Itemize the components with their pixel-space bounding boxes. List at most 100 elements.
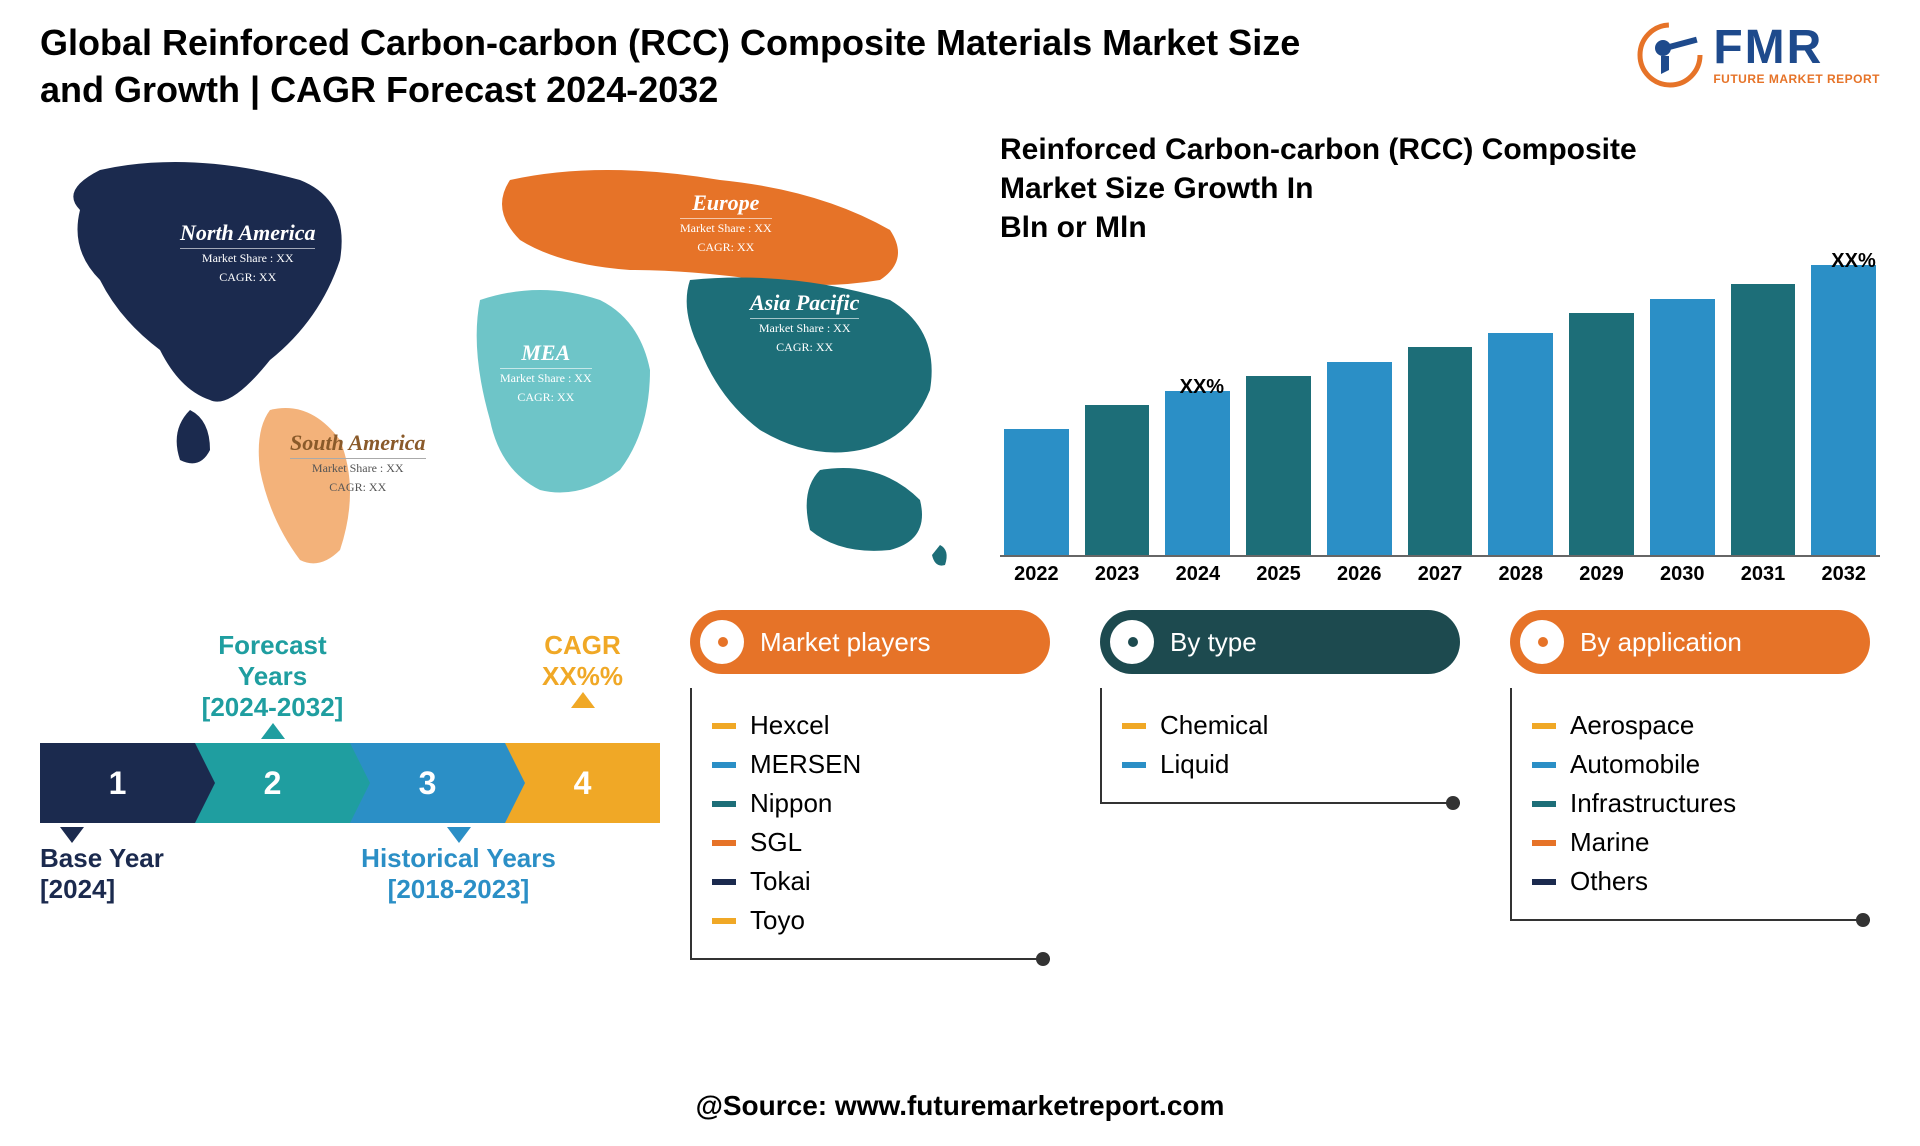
historical-years-label: Historical Years	[350, 843, 567, 874]
timeline-bottom-labels: Base Year [2024] Historical Years [2018-…	[40, 823, 660, 905]
by-application-column: By application AerospaceAutomobileInfras…	[1510, 610, 1870, 960]
tick-icon	[712, 762, 736, 768]
bar	[1327, 362, 1392, 555]
cagr-label: CAGR	[505, 630, 660, 661]
list-item: Toyo	[712, 905, 1040, 936]
bar-2029	[1569, 313, 1634, 555]
forecast-timeline: Forecast Years [2024-2032] CAGR XX%% 123…	[40, 630, 660, 905]
tick-icon	[712, 918, 736, 924]
page-title: Global Reinforced Carbon-carbon (RCC) Co…	[40, 20, 1300, 114]
timeline-segment-2: 2	[195, 743, 350, 823]
list-item: Others	[1532, 866, 1860, 897]
arrow-up-icon	[571, 692, 595, 708]
market-players-column: Market players Hexcel MERSEN Nippon SGL Toka…	[690, 610, 1050, 960]
list-item-label: Liquid	[1160, 749, 1229, 780]
world-map: North America Market Share : XX CAGR: XX…	[40, 150, 960, 570]
list-item: Nippon	[712, 788, 1040, 819]
list-item: Aerospace	[1532, 710, 1860, 741]
bar-year-label: 2024	[1165, 563, 1230, 586]
list-item-label: SGL	[750, 827, 802, 858]
list-item-label: MERSEN	[750, 749, 861, 780]
tick-icon	[712, 879, 736, 885]
tick-icon	[1532, 801, 1556, 807]
bar-year-label: 2030	[1650, 563, 1715, 586]
chart-annotation: XX%	[1831, 250, 1875, 273]
logo-sub-text: FUTURE MARKET REPORT	[1713, 72, 1880, 86]
tick-icon	[1532, 840, 1556, 846]
timeline-bar: 1234	[40, 743, 660, 823]
list-item: Chemical	[1122, 710, 1450, 741]
bar	[1408, 347, 1473, 555]
chevron-right-icon	[505, 743, 525, 823]
region-south-america: South America Market Share : XX CAGR: XX	[290, 430, 426, 495]
bar-2028	[1488, 333, 1553, 555]
bar-year-label: 2031	[1731, 563, 1796, 586]
timeline-segment-4: 4	[505, 743, 660, 823]
arrow-down-icon	[447, 827, 471, 843]
bar-2027	[1408, 347, 1473, 555]
bar	[1811, 265, 1876, 555]
chart-annotation: XX%	[1180, 376, 1224, 399]
chart-bars	[1000, 257, 1880, 557]
tick-icon	[1532, 723, 1556, 729]
arrow-down-icon	[60, 827, 84, 843]
bar-2022	[1004, 429, 1069, 555]
list-item: MERSEN	[712, 749, 1040, 780]
chart-title: Reinforced Carbon-carbon (RCC) Composite…	[1000, 130, 1880, 247]
bar-2026	[1327, 362, 1392, 555]
forecast-years-label: Forecast Years	[195, 630, 350, 692]
bar-year-label: 2029	[1569, 563, 1634, 586]
title-line-1: Global Reinforced Carbon-carbon (RCC) Co…	[40, 20, 1300, 67]
list-item-label: Chemical	[1160, 710, 1268, 741]
region-mea: MEA Market Share : XX CAGR: XX	[500, 340, 592, 405]
list-item-label: Nippon	[750, 788, 832, 819]
market-players-header: Market players	[690, 610, 1050, 674]
bar-year-label: 2026	[1327, 563, 1392, 586]
bar-year-label: 2032	[1811, 563, 1876, 586]
arrow-up-icon	[261, 723, 285, 739]
bar-2031	[1731, 284, 1796, 555]
list-item-label: Automobile	[1570, 749, 1700, 780]
by-type-list: Chemical Liquid	[1100, 688, 1460, 804]
list-item: Automobile	[1532, 749, 1860, 780]
list-item: Tokai	[712, 866, 1040, 897]
bar	[1085, 405, 1150, 555]
bar	[1569, 313, 1634, 555]
tick-icon	[1532, 879, 1556, 885]
chevron-right-icon	[195, 743, 215, 823]
list-item-label: Aerospace	[1570, 710, 1694, 741]
market-players-list: Hexcel MERSEN Nippon SGL Tokai Toyo	[690, 688, 1050, 960]
timeline-top-labels: Forecast Years [2024-2032] CAGR XX%%	[40, 630, 660, 743]
market-size-chart: Reinforced Carbon-carbon (RCC) Composite…	[1000, 130, 1880, 586]
list-item: Hexcel	[712, 710, 1040, 741]
logo-main-text: FMR	[1713, 24, 1880, 72]
list-item-label: Tokai	[750, 866, 811, 897]
bar-2023	[1085, 405, 1150, 555]
by-application-header: By application	[1510, 610, 1870, 674]
title-line-2: and Growth | CAGR Forecast 2024-2032	[40, 67, 1300, 114]
bar	[1650, 299, 1715, 555]
list-item-label: Hexcel	[750, 710, 829, 741]
by-type-column: By type Chemical Liquid	[1100, 610, 1460, 960]
bar-year-label: 2022	[1004, 563, 1069, 586]
tick-icon	[1122, 762, 1146, 768]
chart-x-labels: 2022202320242025202620272028202920302031…	[1000, 557, 1880, 586]
region-asia-pacific: Asia Pacific Market Share : XX CAGR: XX	[750, 290, 859, 355]
header: Global Reinforced Carbon-carbon (RCC) Co…	[40, 20, 1880, 114]
region-europe: Europe Market Share : XX CAGR: XX	[680, 190, 772, 255]
chevron-right-icon	[350, 743, 370, 823]
bar	[1731, 284, 1796, 555]
list-item: SGL	[712, 827, 1040, 858]
list-item: Liquid	[1122, 749, 1450, 780]
region-north-america: North America Market Share : XX CAGR: XX	[180, 220, 315, 285]
timeline-segment-3: 3	[350, 743, 505, 823]
bar-2024	[1165, 391, 1230, 555]
bar-2030	[1650, 299, 1715, 555]
tick-icon	[712, 840, 736, 846]
bar-year-label: 2027	[1408, 563, 1473, 586]
bar	[1165, 391, 1230, 555]
by-application-list: AerospaceAutomobileInfrastructuresMarine…	[1510, 688, 1870, 921]
tick-icon	[712, 801, 736, 807]
timeline-segment-1: 1	[40, 743, 195, 823]
by-type-header: By type	[1100, 610, 1460, 674]
